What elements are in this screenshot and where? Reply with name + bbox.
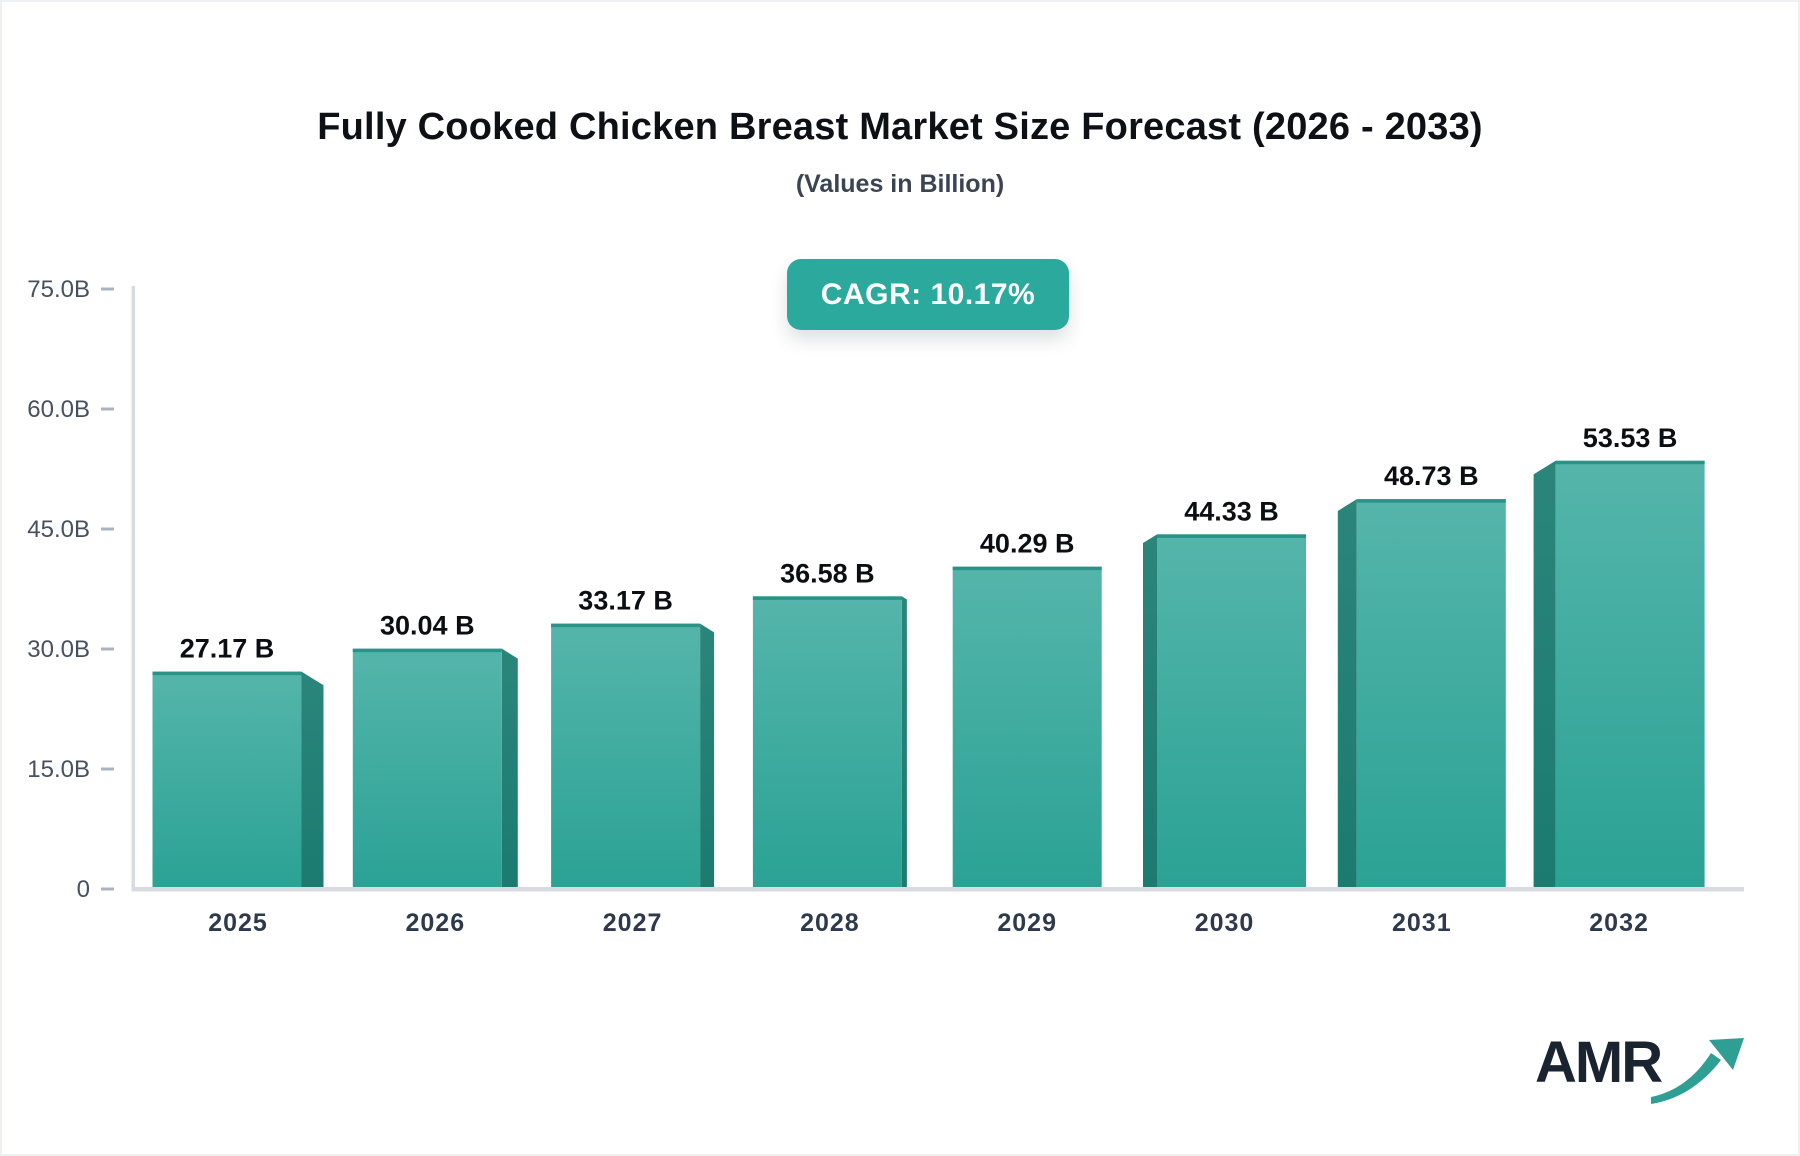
bar-front-face <box>551 623 701 889</box>
y-axis-tick-mark <box>101 767 114 771</box>
cagr-badge-label: CAGR: 10.17% <box>820 277 1036 311</box>
bar-value-label: 48.73 B <box>1384 461 1479 491</box>
bar-group-2029: 40.29 B <box>952 529 1102 889</box>
bar-group-2026: 30.04 B <box>352 611 518 889</box>
y-axis-tick-mark <box>101 407 114 411</box>
bar-value-label: 53.53 B <box>1583 423 1678 453</box>
y-axis-tick-mark <box>101 527 114 531</box>
y-axis-tick-label: 45.0B <box>27 516 90 543</box>
bar-side-face <box>1533 460 1556 889</box>
bar-value-label: 40.29 B <box>980 529 1075 559</box>
chart-title: Fully Cooked Chicken Breast Market Size … <box>317 106 1483 148</box>
y-axis-line <box>131 286 135 892</box>
bar-group-2030: 44.33 B <box>1143 496 1306 889</box>
bar-top-edge <box>1157 534 1306 538</box>
y-axis-tick-label: 30.0B <box>27 636 90 663</box>
amr-logo-text: AMR <box>1535 1030 1663 1095</box>
bar-group-2031: 48.73 B <box>1337 461 1506 889</box>
y-axis-tick-mark <box>101 287 114 291</box>
x-axis-label: 2032 <box>1589 909 1649 937</box>
x-axis-label: 2029 <box>997 909 1057 937</box>
x-axis-label: 2031 <box>1392 909 1452 937</box>
bar-side-face <box>1143 534 1157 889</box>
x-axis-label: 2027 <box>603 909 663 937</box>
bar-side-face <box>901 596 907 889</box>
bar-front-face <box>1555 460 1705 889</box>
bar-top-edge <box>952 566 1102 571</box>
bar-value-label: 44.33 B <box>1184 496 1279 526</box>
y-axis-tick-label: 75.0B <box>27 276 90 303</box>
bar-top-edge <box>152 671 302 676</box>
bar-group-2025: 27.17 B <box>152 634 324 889</box>
bar-front-face <box>152 671 302 889</box>
bar-front-face <box>1356 499 1506 889</box>
bar-top-edge <box>551 623 701 628</box>
bar-side-face <box>700 623 715 889</box>
bar-value-label: 33.17 B <box>578 586 673 616</box>
bar-group-2032: 53.53 B <box>1533 423 1705 889</box>
bar-group-2027: 33.17 B <box>551 586 715 889</box>
bar-top-edge <box>752 596 902 600</box>
chart-subtitle: (Values in Billion) <box>795 170 1005 198</box>
y-axis-tick-mark <box>101 887 114 891</box>
bar-top-edge <box>1555 460 1705 465</box>
bar-front-face <box>752 596 902 889</box>
bar-side-face <box>501 648 518 889</box>
x-axis-line <box>131 887 1744 892</box>
y-axis-tick-mark <box>101 647 114 651</box>
cagr-badge: CAGR: 10.17% <box>787 259 1069 330</box>
x-axis-label: 2026 <box>405 909 465 937</box>
growth-arrow-icon <box>1651 1038 1744 1104</box>
x-axis-label: 2030 <box>1195 909 1255 937</box>
y-axis-tick-label: 15.0B <box>27 756 90 783</box>
bar-group-2028: 36.58 B <box>752 558 907 889</box>
bar-front-face <box>952 566 1102 889</box>
bar-value-label: 36.58 B <box>780 558 875 588</box>
y-axis-tick-label: 0 <box>77 876 90 903</box>
bar-front-face <box>1157 534 1306 889</box>
bar-side-face <box>1337 499 1357 889</box>
bar-front-face <box>352 648 502 889</box>
bar-value-label: 30.04 B <box>380 611 475 641</box>
x-axis-label: 2025 <box>208 909 268 937</box>
bar-value-label: 27.17 B <box>180 634 275 664</box>
y-axis-tick-label: 60.0B <box>27 396 90 423</box>
amr-logo: AMR <box>1535 1030 1744 1114</box>
x-axis-label: 2028 <box>800 909 860 937</box>
bar-top-edge <box>352 648 502 653</box>
bar-top-edge <box>1356 499 1506 503</box>
bar-side-face <box>301 671 324 889</box>
